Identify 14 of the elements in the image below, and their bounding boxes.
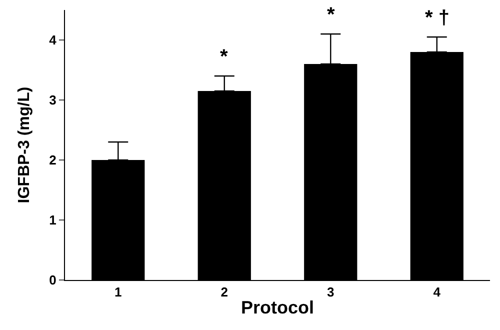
annotation: * [327, 4, 335, 26]
x-tick-label: 3 [327, 284, 334, 300]
x-tick-label: 4 [433, 284, 442, 300]
x-tick-label: 2 [220, 284, 228, 300]
y-tick-label: 0 [49, 272, 56, 288]
y-tick-label: 3 [49, 92, 56, 108]
annotation: * † [425, 7, 450, 29]
y-tick-label: 2 [49, 152, 56, 168]
annotation: * [220, 46, 228, 68]
x-tick-label: 1 [114, 284, 122, 300]
x-axis-title: Protocol [240, 298, 314, 318]
y-tick-label: 4 [49, 32, 58, 48]
y-axis-title: IGFBP-3 (mg/L) [16, 86, 34, 204]
y-tick-label: 1 [49, 212, 56, 228]
